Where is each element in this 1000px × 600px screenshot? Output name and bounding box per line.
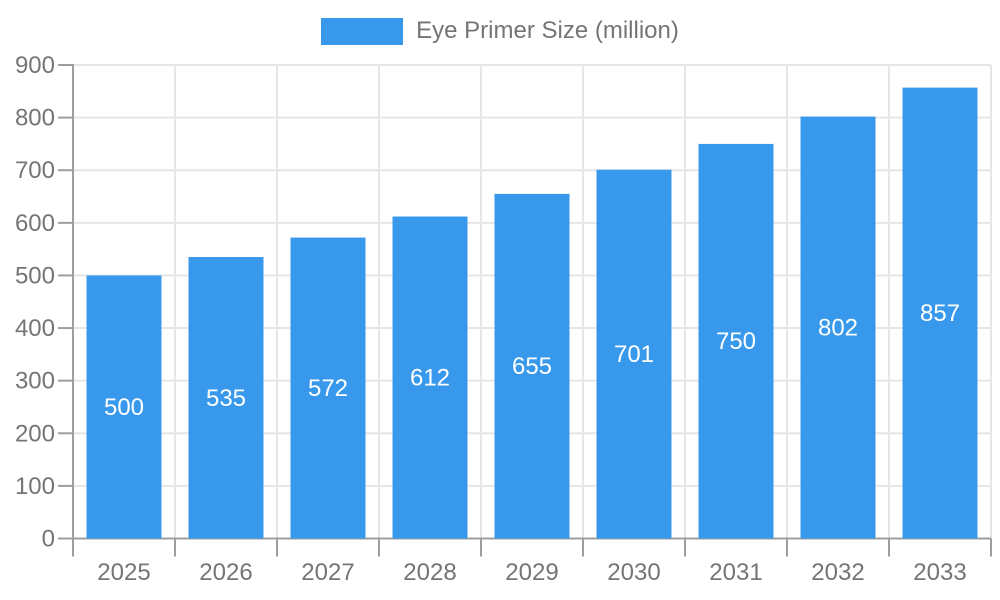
bar[interactable] — [188, 257, 264, 539]
bar[interactable] — [698, 143, 774, 539]
legend-label: Eye Primer Size (million) — [416, 17, 679, 44]
y-axis-tick-label: 200 — [15, 420, 55, 447]
y-axis-tick-label: 700 — [15, 157, 55, 184]
y-axis-tick-label: 400 — [15, 315, 55, 342]
x-axis-tick-label: 2029 — [505, 559, 558, 586]
bar-value-label: 750 — [716, 328, 756, 355]
x-axis-tick-label: 2031 — [709, 559, 762, 586]
bar[interactable] — [596, 169, 672, 539]
legend-swatch — [321, 17, 404, 45]
bar[interactable] — [494, 193, 570, 539]
bar-value-label: 535 — [206, 385, 246, 412]
x-axis-tick-label: 2025 — [97, 559, 150, 586]
x-axis-tick-label: 2027 — [301, 559, 354, 586]
y-axis-tick-label: 500 — [15, 262, 55, 289]
y-axis-tick-label: 100 — [15, 473, 55, 500]
x-axis-tick-label: 2030 — [607, 559, 660, 586]
bar-value-label: 572 — [308, 375, 348, 402]
bar[interactable] — [800, 116, 876, 539]
bar[interactable] — [290, 237, 366, 539]
y-axis-tick-label: 800 — [15, 105, 55, 132]
bar-value-label: 701 — [614, 341, 654, 368]
bar-value-label: 857 — [920, 300, 960, 327]
x-axis-tick-label: 2032 — [811, 559, 864, 586]
bar[interactable] — [392, 216, 468, 539]
bar-value-label: 612 — [410, 365, 450, 392]
legend[interactable]: Eye Primer Size (million) — [0, 17, 1000, 45]
bar-value-label: 500 — [104, 394, 144, 421]
bar-value-label: 802 — [818, 315, 858, 342]
x-axis-tick-label: 2033 — [913, 559, 966, 586]
y-axis-tick-label: 600 — [15, 210, 55, 237]
y-axis-tick-label: 300 — [15, 368, 55, 395]
bar-value-label: 655 — [512, 353, 552, 380]
y-axis-tick-label: 0 — [42, 526, 55, 553]
y-axis-tick-label: 900 — [15, 52, 55, 79]
bar[interactable] — [902, 87, 978, 539]
bar[interactable] — [86, 275, 162, 539]
x-axis-tick-label: 2026 — [199, 559, 252, 586]
x-axis-tick-label: 2028 — [403, 559, 456, 586]
